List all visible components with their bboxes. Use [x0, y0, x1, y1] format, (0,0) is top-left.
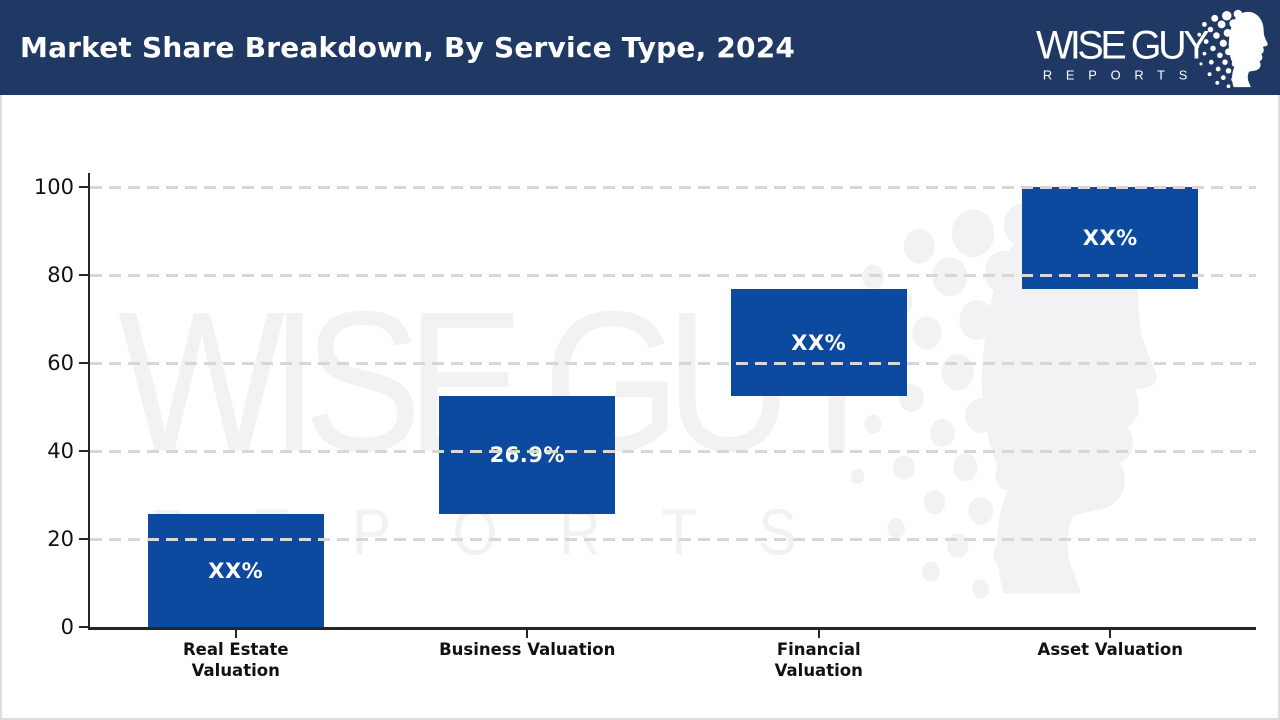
gridline-100 [90, 186, 1256, 189]
bar-label-1: XX% [208, 558, 264, 583]
x-tick-4 [1109, 630, 1112, 638]
y-tick-60 [79, 362, 88, 364]
bar-2: 26.9% [439, 396, 616, 515]
y-tick-label-20: 20 [47, 527, 74, 551]
y-tick-label-80: 80 [47, 263, 74, 287]
wiseguy-logo [1036, 7, 1268, 89]
y-tick-100 [79, 186, 88, 188]
y-tick-0 [79, 626, 88, 628]
gridline-80 [90, 274, 1256, 277]
x-category-label-2: Business Valuation [439, 640, 616, 659]
y-tick-80 [79, 274, 88, 276]
bar-label-4: XX% [1082, 226, 1138, 251]
header-bar: Market Share Breakdown, By Service Type,… [0, 0, 1280, 95]
y-tick-label-100: 100 [33, 174, 74, 199]
gridline-20 [90, 538, 1256, 541]
bar-1: XX% [147, 514, 324, 627]
x-category-label-1: Real Estate Valuation [182, 640, 289, 680]
bar-label-2: 26.9% [489, 443, 565, 468]
bar-3: XX% [730, 289, 907, 396]
y-tick-label-0: 0 [60, 615, 74, 639]
gridline-40 [90, 450, 1256, 453]
y-tick-40 [79, 450, 88, 452]
bar-label-3: XX% [791, 330, 847, 355]
gridline-60 [90, 362, 1256, 365]
y-tick-label-60: 60 [47, 351, 74, 375]
x-category-label-4: Asset Valuation [1037, 640, 1183, 659]
x-tick-2 [526, 630, 529, 638]
x-tick-1 [234, 630, 237, 638]
y-tick-20 [79, 538, 88, 540]
x-tick-3 [817, 630, 820, 638]
plot-area: XX% Real Estate Valuation 26.9% Business Va… [34, 173, 1256, 680]
y-tick-label-40: 40 [47, 439, 74, 463]
x-category-label-3: Financial Valuation [774, 640, 863, 680]
chart-canvas: XX% Real Estate Valuation 26.9% Business Va… [0, 95, 1280, 720]
chart-title: Market Share Breakdown, By Service Type,… [20, 31, 796, 64]
